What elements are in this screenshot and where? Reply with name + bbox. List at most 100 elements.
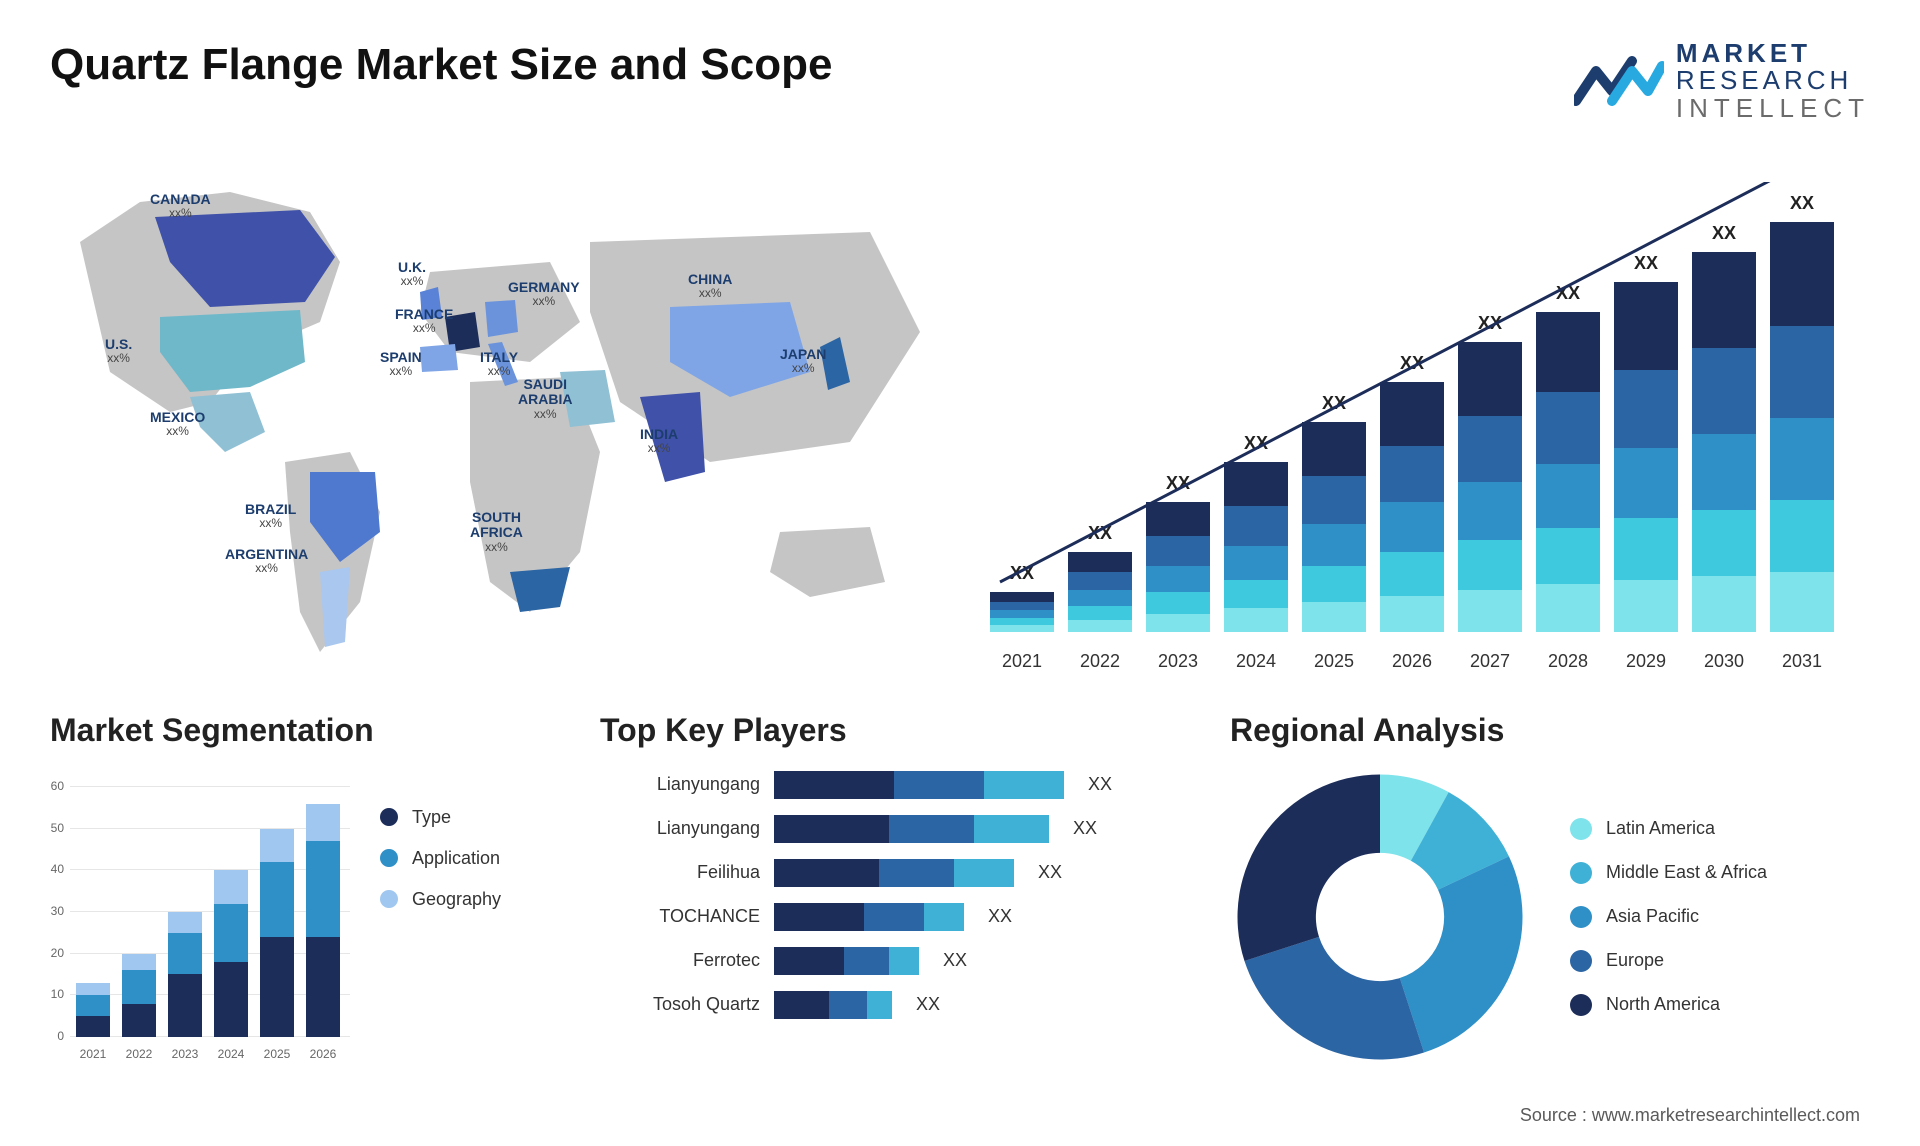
brand-logo: MARKET RESEARCH INTELLECT [1574, 40, 1870, 122]
growth-x-label: 2029 [1614, 651, 1678, 672]
legend-label: Application [412, 848, 500, 869]
growth-bar-segment [1536, 584, 1600, 632]
growth-bar-segment [1068, 590, 1132, 606]
growth-bar-segment [1146, 614, 1210, 632]
player-name: Ferrotec [610, 950, 760, 971]
growth-bar-segment [1146, 536, 1210, 566]
growth-bar-segment [990, 602, 1054, 610]
growth-x-label: 2026 [1380, 651, 1444, 672]
growth-bar-segment [1536, 464, 1600, 528]
legend-label: Geography [412, 889, 501, 910]
player-row: TOCHANCEXX [610, 899, 1180, 935]
growth-bar-segment [1068, 620, 1132, 632]
player-bar [774, 991, 892, 1019]
seg-x-label: 2024 [211, 1047, 251, 1061]
growth-x-label: 2027 [1458, 651, 1522, 672]
player-row: LianyungangXX [610, 811, 1180, 847]
player-bar [774, 947, 919, 975]
growth-top-label: XX [1770, 193, 1834, 214]
growth-bar-segment [1692, 510, 1756, 576]
player-name: Tosoh Quartz [610, 994, 760, 1015]
growth-bar [1302, 422, 1366, 632]
map-label: ARGENTINAxx% [225, 547, 308, 576]
growth-bar-segment [1692, 252, 1756, 348]
growth-x-label: 2021 [990, 651, 1054, 672]
legend-label: Latin America [1606, 818, 1715, 839]
logo-line-2: RESEARCH [1676, 67, 1870, 94]
growth-bar [1068, 552, 1132, 632]
growth-x-label: 2030 [1692, 651, 1756, 672]
seg-y-label: 0 [44, 1029, 64, 1043]
growth-top-label: XX [1458, 313, 1522, 334]
seg-bar-segment [76, 1016, 110, 1037]
page-title: Quartz Flange Market Size and Scope [50, 40, 832, 90]
growth-bar-segment [1146, 592, 1210, 614]
legend-label: North America [1606, 994, 1720, 1015]
player-name: Lianyungang [610, 774, 760, 795]
seg-bar-segment [168, 912, 202, 933]
growth-bar-segment [1068, 572, 1132, 590]
seg-bar-segment [306, 937, 340, 1037]
map-label: GERMANYxx% [508, 280, 580, 309]
player-bar-segment [864, 903, 924, 931]
growth-top-label: XX [990, 563, 1054, 584]
header: Quartz Flange Market Size and Scope MARK… [50, 40, 1870, 122]
growth-bar-segment [1224, 580, 1288, 608]
map-label: U.S.xx% [105, 337, 132, 366]
growth-bar-segment [1302, 524, 1366, 566]
logo-mark-icon [1574, 51, 1664, 111]
map-label: SAUDIARABIAxx% [518, 377, 572, 421]
growth-bar-segment [1380, 552, 1444, 596]
growth-bar-segment [1692, 434, 1756, 510]
player-bar-segment [774, 991, 829, 1019]
growth-bar-segment [1224, 506, 1288, 546]
donut-slice [1244, 937, 1424, 1060]
legend-label: Type [412, 807, 451, 828]
region-legend-item: Asia Pacific [1570, 906, 1767, 928]
map-label: FRANCExx% [395, 307, 453, 336]
growth-top-label: XX [1614, 253, 1678, 274]
logo-line-1: MARKET [1676, 40, 1870, 67]
growth-bar-segment [1224, 462, 1288, 506]
player-bar-segment [774, 771, 894, 799]
seg-bar-segment [76, 983, 110, 996]
player-row: FeilihuaXX [610, 855, 1180, 891]
growth-x-label: 2031 [1770, 651, 1834, 672]
legend-dot-icon [380, 890, 398, 908]
seg-x-label: 2025 [257, 1047, 297, 1061]
regional-title: Regional Analysis [1230, 712, 1870, 749]
map-label: BRAZILxx% [245, 502, 296, 531]
seg-bar-segment [122, 954, 156, 971]
map-label: INDIAxx% [640, 427, 678, 456]
growth-bar-segment [1380, 382, 1444, 446]
growth-top-label: XX [1068, 523, 1132, 544]
seg-bar [260, 829, 294, 1037]
player-bar-segment [954, 859, 1014, 887]
map-label: SPAINxx% [380, 350, 422, 379]
growth-bar-segment [1224, 608, 1288, 632]
player-row: FerrotecXX [610, 943, 1180, 979]
growth-bar-segment [1536, 392, 1600, 464]
player-name: TOCHANCE [610, 906, 760, 927]
player-value: XX [1073, 818, 1097, 839]
segmentation-chart: 0102030405060202120222023202420252026 [50, 767, 350, 1067]
growth-bar [1692, 252, 1756, 632]
world-map-panel: CANADAxx%U.S.xx%MEXICOxx%BRAZILxx%ARGENT… [50, 152, 950, 672]
growth-bar-segment [1068, 606, 1132, 620]
growth-bar [1146, 502, 1210, 632]
growth-bar-segment [1614, 448, 1678, 518]
seg-bar [306, 804, 340, 1037]
player-bar-segment [894, 771, 984, 799]
growth-bar [1224, 462, 1288, 632]
growth-bar [990, 592, 1054, 632]
growth-bar-segment [1770, 418, 1834, 500]
growth-bar-segment [990, 610, 1054, 618]
seg-bar-segment [260, 829, 294, 862]
player-bar-segment [889, 947, 919, 975]
seg-bar-segment [122, 1004, 156, 1037]
growth-bar [1770, 222, 1834, 632]
growth-x-label: 2028 [1536, 651, 1600, 672]
seg-bar-segment [306, 804, 340, 842]
growth-bar-segment [1302, 602, 1366, 632]
legend-dot-icon [380, 849, 398, 867]
